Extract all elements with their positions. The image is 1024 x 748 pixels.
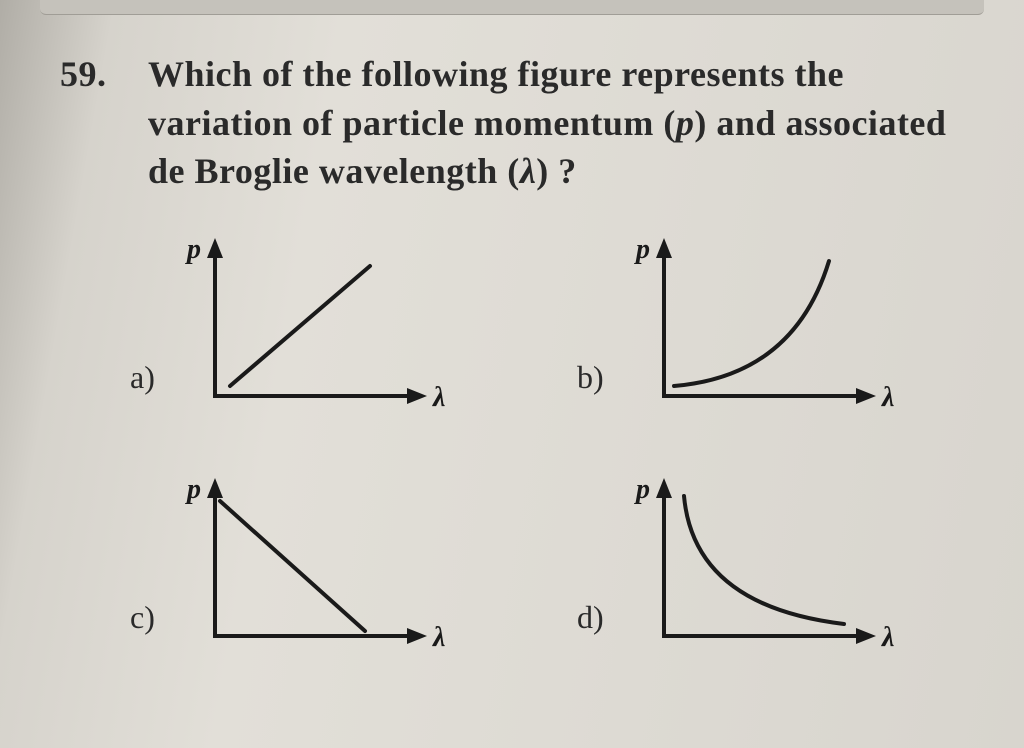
- option-a[interactable]: a) p λ: [130, 226, 537, 436]
- question-text-part-3: ) ?: [536, 151, 577, 191]
- question-text: Which of the following figure represents…: [148, 50, 968, 196]
- question-number: 59.: [60, 50, 130, 196]
- question-var-lambda: λ: [520, 151, 536, 191]
- option-c[interactable]: c) p λ: [130, 466, 537, 676]
- y-axis-label: p: [634, 234, 650, 265]
- options-grid: a) p λ b) p λ c): [130, 226, 984, 676]
- x-axis-label: λ: [432, 622, 445, 653]
- x-axis-label: λ: [881, 622, 894, 653]
- curve: [220, 501, 365, 631]
- x-arrow-icon: [856, 388, 876, 404]
- y-arrow-icon: [207, 478, 223, 498]
- y-arrow-icon: [207, 238, 223, 258]
- axes: [215, 491, 415, 636]
- option-d-graph: p λ: [614, 466, 914, 676]
- x-arrow-icon: [407, 388, 427, 404]
- option-c-label: c): [130, 599, 155, 636]
- option-a-label: a): [130, 359, 155, 396]
- page: 59. Which of the following figure repres…: [0, 0, 1024, 748]
- question-var-p: p: [676, 103, 695, 143]
- x-arrow-icon: [407, 628, 427, 644]
- option-b-label: b): [577, 359, 604, 396]
- curve: [230, 266, 370, 386]
- option-b-graph: p λ: [614, 226, 914, 436]
- y-arrow-icon: [656, 478, 672, 498]
- x-arrow-icon: [856, 628, 876, 644]
- option-b[interactable]: b) p λ: [577, 226, 984, 436]
- option-d-label: d): [577, 599, 604, 636]
- x-axis-label: λ: [881, 382, 894, 413]
- option-a-graph: p λ: [165, 226, 465, 436]
- page-top-edge: [40, 0, 984, 15]
- question-block: 59. Which of the following figure repres…: [60, 50, 984, 196]
- y-axis-label: p: [185, 474, 201, 505]
- y-arrow-icon: [656, 238, 672, 258]
- x-axis-label: λ: [432, 382, 445, 413]
- axes: [664, 491, 864, 636]
- y-axis-label: p: [634, 474, 650, 505]
- curve: [674, 261, 829, 386]
- option-c-graph: p λ: [165, 466, 465, 676]
- y-axis-label: p: [185, 234, 201, 265]
- curve: [684, 496, 844, 624]
- option-d[interactable]: d) p λ: [577, 466, 984, 676]
- axes: [664, 251, 864, 396]
